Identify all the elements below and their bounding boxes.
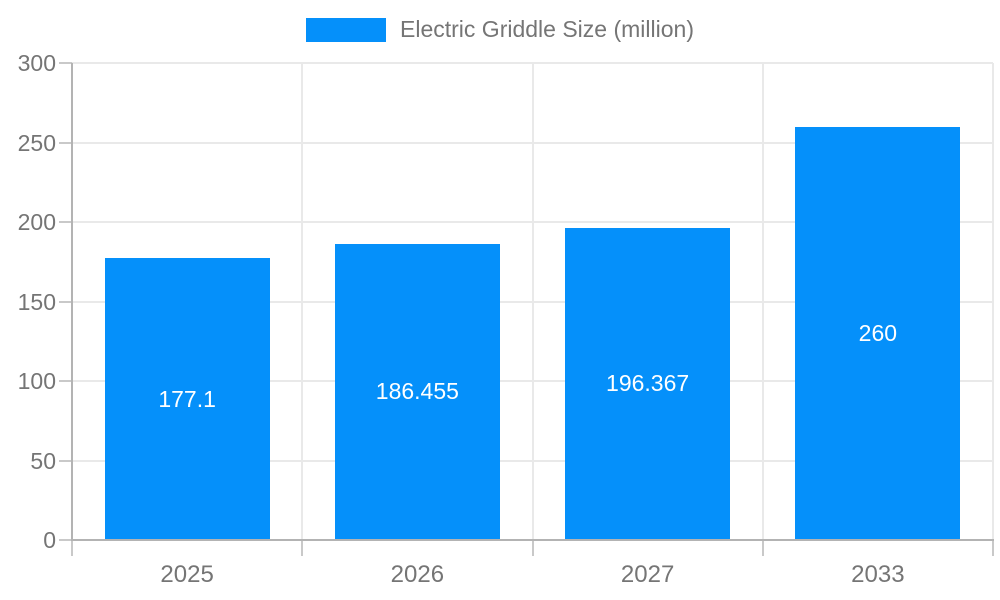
y-axis-label: 150 <box>17 288 56 315</box>
y-axis-line <box>71 63 73 541</box>
x-axis-tick <box>531 540 534 556</box>
y-axis-label: 300 <box>17 50 56 76</box>
legend-label: Electric Griddle Size (million) <box>400 16 694 42</box>
y-axis-tick <box>59 539 72 541</box>
bar: 186.455 <box>334 243 500 540</box>
y-axis-label: 0 <box>43 527 56 553</box>
x-axis-tick <box>761 540 764 556</box>
x-axis-label: 2025 <box>160 561 214 588</box>
legend-swatch <box>306 17 387 42</box>
y-axis-tick <box>59 221 72 223</box>
y-axis-label: 100 <box>17 368 56 394</box>
y-axis-label: 50 <box>30 447 56 474</box>
bar-value-label: 260 <box>858 319 898 346</box>
bar-value-label: 196.367 <box>606 370 690 397</box>
gridline-vertical <box>531 63 534 540</box>
bar: 196.367 <box>565 227 731 540</box>
x-axis-label: 2027 <box>620 561 675 588</box>
y-axis-tick <box>59 141 72 144</box>
y-axis-tick <box>59 62 72 64</box>
y-axis-label: 200 <box>17 209 56 235</box>
y-axis-tick <box>59 459 72 462</box>
gridline-vertical <box>761 63 764 540</box>
gridline-vertical <box>992 63 994 540</box>
bar-value-label: 186.455 <box>375 378 459 405</box>
x-axis-line <box>71 539 994 541</box>
x-axis-tick <box>301 540 304 556</box>
x-axis-tick <box>992 540 994 556</box>
x-axis-label: 2033 <box>851 561 905 588</box>
bar-value-label: 177.1 <box>158 385 216 412</box>
bar: 177.1 <box>104 258 270 540</box>
chart-legend: Electric Griddle Size (million) <box>0 16 1000 43</box>
y-axis-label: 250 <box>17 129 56 156</box>
x-axis-tick <box>71 540 73 556</box>
bar: 260 <box>795 126 961 540</box>
y-axis-tick <box>59 300 72 303</box>
y-axis-tick <box>59 380 72 382</box>
x-axis-label: 2026 <box>390 561 445 588</box>
gridline-vertical <box>301 63 304 540</box>
